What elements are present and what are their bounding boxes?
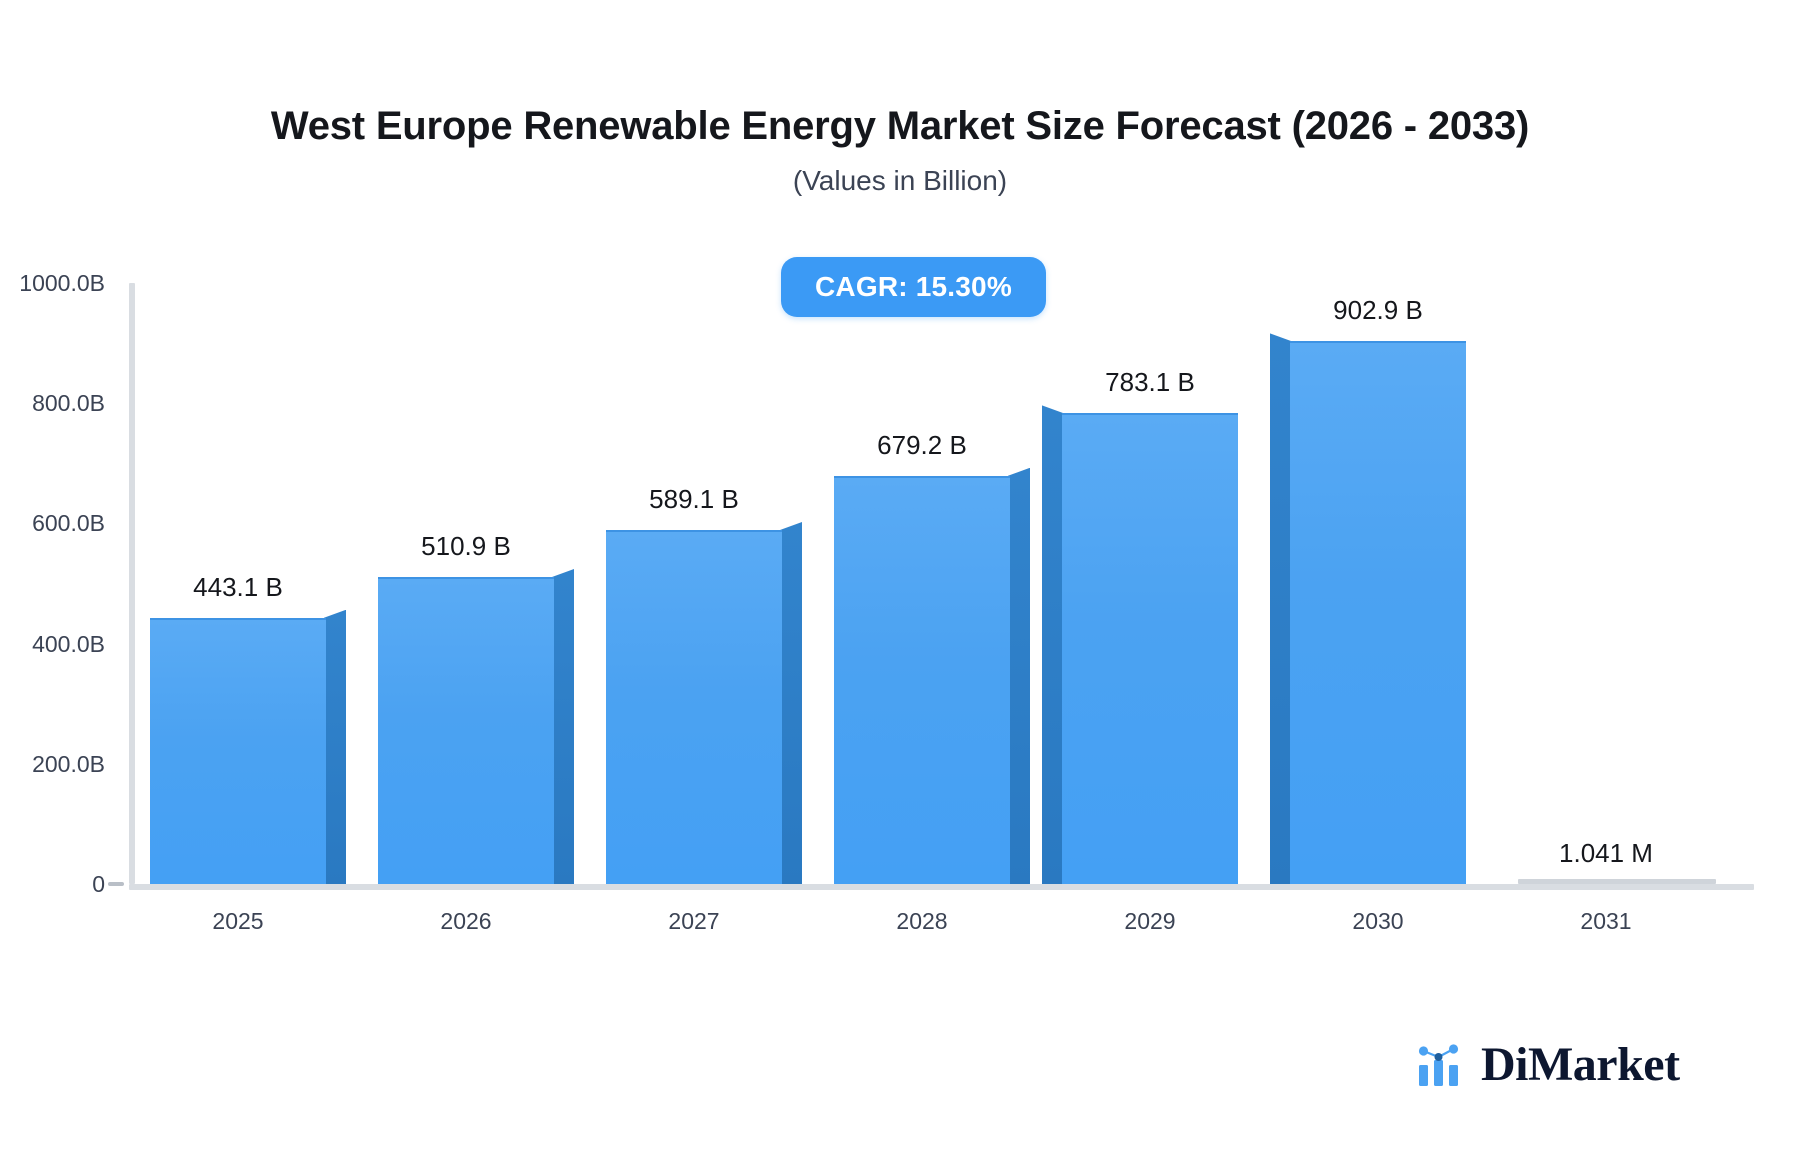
y-axis-tick-label: 0 xyxy=(92,871,105,897)
cagr-badge: CAGR: 15.30% xyxy=(781,257,1046,317)
y-axis-tick-label: 400.0B xyxy=(32,630,105,657)
brand-logo: DiMarket xyxy=(1418,1041,1680,1089)
x-axis-tick-label: 2026 xyxy=(440,908,492,934)
y-axis-tick-label: 600.0B xyxy=(32,510,105,537)
bar-front-face xyxy=(1290,341,1466,884)
bar-trend-icon xyxy=(1418,1044,1459,1086)
logo-text: DiMarket xyxy=(1481,1038,1680,1091)
page-title: West Europe Renewable Energy Market Size… xyxy=(270,104,1530,148)
y-axis-tick-label: 1000.0B xyxy=(19,270,105,296)
x-axis-line xyxy=(129,884,1754,890)
y-axis-tick-mark xyxy=(108,882,124,886)
bar-front-face xyxy=(378,576,554,884)
bar-front-face xyxy=(606,529,782,884)
bar-front-face xyxy=(1062,413,1238,884)
x-axis-tick-label: 2027 xyxy=(668,908,720,934)
bar-value-label: 679.2 B xyxy=(877,429,967,460)
bar-value-label: 783.1 B xyxy=(1105,367,1195,398)
bar-value-label: 589.1 B xyxy=(649,483,739,514)
x-axis-tick-label: 2030 xyxy=(1352,908,1404,934)
bar-side-face xyxy=(1042,405,1064,884)
bar-side-face xyxy=(1008,467,1030,884)
bar-side-face xyxy=(552,568,574,884)
bar-front-face xyxy=(150,617,326,884)
chart-subtitle: (Values in Billion) xyxy=(792,165,1008,196)
bar-value-label: 1.041 M xyxy=(1559,838,1653,868)
bar-value-label: 443.1 B xyxy=(193,571,283,602)
x-axis-tick-label: 2028 xyxy=(896,908,948,934)
x-axis-tick-label: 2029 xyxy=(1124,908,1176,934)
bar-side-face xyxy=(780,521,802,884)
bar-flat xyxy=(1518,879,1716,884)
y-axis-tick-label: 200.0B xyxy=(32,750,105,777)
bar-front-face xyxy=(834,475,1010,884)
bar-value-label: 902.9 B xyxy=(1333,295,1423,326)
x-axis-tick-label: 2031 xyxy=(1580,908,1632,934)
x-axis-tick-label: 2025 xyxy=(212,908,264,934)
y-axis-line xyxy=(129,283,135,884)
bar-side-face xyxy=(324,609,346,884)
bar-value-label: 510.9 B xyxy=(421,530,511,561)
y-axis-tick-label: 800.0B xyxy=(32,390,105,417)
bar-side-face xyxy=(1270,333,1292,884)
